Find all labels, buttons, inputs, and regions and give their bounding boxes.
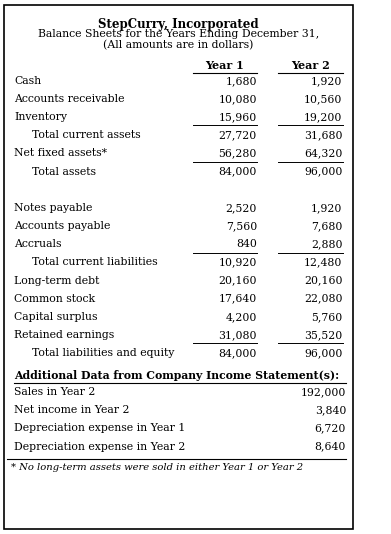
Text: 192,000: 192,000	[301, 387, 346, 397]
Text: 2,880: 2,880	[311, 239, 343, 249]
Text: 840: 840	[236, 239, 257, 249]
Text: 64,320: 64,320	[304, 148, 343, 159]
Text: 17,640: 17,640	[219, 294, 257, 304]
Text: 5,760: 5,760	[311, 312, 343, 322]
Text: 10,080: 10,080	[219, 94, 257, 104]
Text: 4,200: 4,200	[226, 312, 257, 322]
Text: Additional Data from Company Income Statement(s):: Additional Data from Company Income Stat…	[14, 370, 339, 381]
Text: StepCurry, Incorporated: StepCurry, Incorporated	[98, 18, 259, 31]
Text: Inventory: Inventory	[14, 112, 67, 122]
Text: Accruals: Accruals	[14, 239, 62, 249]
Text: 15,960: 15,960	[219, 112, 257, 122]
Text: 19,200: 19,200	[304, 112, 343, 122]
Text: 20,160: 20,160	[219, 276, 257, 286]
Text: 1,920: 1,920	[311, 203, 343, 213]
Text: Net fixed assets*: Net fixed assets*	[14, 148, 107, 159]
Text: 96,000: 96,000	[304, 167, 343, 177]
Text: Total assets: Total assets	[25, 167, 96, 177]
Text: 20,160: 20,160	[304, 276, 343, 286]
Text: Year 1: Year 1	[205, 60, 244, 71]
Text: Cash: Cash	[14, 76, 41, 86]
Text: 84,000: 84,000	[219, 167, 257, 177]
Text: 7,560: 7,560	[226, 221, 257, 231]
Text: 22,080: 22,080	[304, 294, 343, 304]
Text: Common stock: Common stock	[14, 294, 95, 304]
Text: 1,680: 1,680	[225, 76, 257, 86]
Text: Long-term debt: Long-term debt	[14, 276, 100, 286]
Text: Depreciation expense in Year 1: Depreciation expense in Year 1	[14, 423, 186, 434]
Text: Sales in Year 2: Sales in Year 2	[14, 387, 96, 397]
Text: Total current assets: Total current assets	[25, 130, 141, 140]
Text: Accounts payable: Accounts payable	[14, 221, 111, 231]
Text: Depreciation expense in Year 2: Depreciation expense in Year 2	[14, 442, 186, 452]
Text: 8,640: 8,640	[315, 442, 346, 452]
Text: 6,720: 6,720	[315, 423, 346, 434]
Text: 1,920: 1,920	[311, 76, 343, 86]
Text: 56,280: 56,280	[219, 148, 257, 159]
Text: Retained earnings: Retained earnings	[14, 330, 115, 340]
Text: 35,520: 35,520	[304, 330, 343, 340]
Text: 7,680: 7,680	[311, 221, 343, 231]
Text: * No long-term assets were sold in either Year 1 or Year 2: * No long-term assets were sold in eithe…	[11, 463, 303, 472]
Text: Total current liabilities: Total current liabilities	[25, 257, 158, 268]
Text: (All amounts are in dollars): (All amounts are in dollars)	[103, 40, 254, 50]
Text: 2,520: 2,520	[226, 203, 257, 213]
Text: Notes payable: Notes payable	[14, 203, 93, 213]
Text: Balance Sheets for the Years Ending December 31,: Balance Sheets for the Years Ending Dece…	[38, 29, 319, 39]
Text: 10,560: 10,560	[304, 94, 343, 104]
Text: 27,720: 27,720	[219, 130, 257, 140]
Text: 3,840: 3,840	[315, 405, 346, 415]
Text: 31,080: 31,080	[219, 330, 257, 340]
Text: 96,000: 96,000	[304, 348, 343, 358]
Text: 84,000: 84,000	[219, 348, 257, 358]
Text: 31,680: 31,680	[304, 130, 343, 140]
Text: 10,920: 10,920	[219, 257, 257, 268]
Text: 12,480: 12,480	[304, 257, 343, 268]
Text: Accounts receivable: Accounts receivable	[14, 94, 125, 104]
Text: Year 2: Year 2	[291, 60, 330, 71]
Text: Net income in Year 2: Net income in Year 2	[14, 405, 130, 415]
Text: Total liabilities and equity: Total liabilities and equity	[25, 348, 174, 358]
Text: Capital surplus: Capital surplus	[14, 312, 98, 322]
